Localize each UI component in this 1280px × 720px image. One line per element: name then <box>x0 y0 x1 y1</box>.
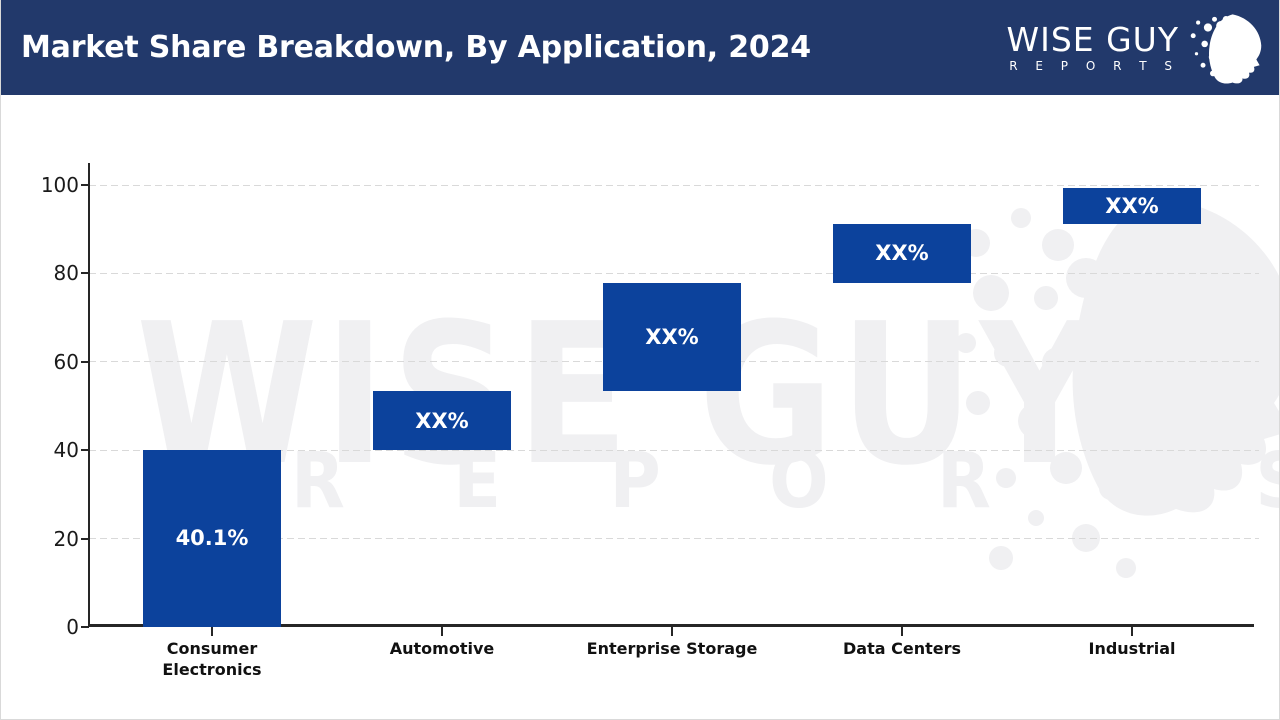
bar-label: XX% <box>875 241 929 266</box>
x-tick-label: Data Centers <box>843 639 961 658</box>
x-tick-label: Enterprise Storage <box>586 639 758 658</box>
x-tick-label: Automotive <box>389 639 495 658</box>
watermark-head-graphic <box>956 198 1279 578</box>
y-tick-label: 0 <box>66 615 79 639</box>
gridline <box>89 272 1259 274</box>
x-axis <box>88 624 1254 627</box>
y-tick-label: 40 <box>53 438 79 463</box>
y-tick-label: 100 <box>40 173 79 197</box>
y-tick <box>81 537 89 540</box>
y-axis <box>88 163 90 627</box>
y-tick-label: 80 <box>53 261 79 286</box>
y-tick-label: 60 <box>53 349 79 374</box>
gridline <box>89 184 1259 186</box>
x-tick <box>671 627 673 636</box>
bar-label: 40.1% <box>175 526 249 551</box>
bar: XX% <box>603 282 741 392</box>
y-tick-label: 20 <box>53 526 79 551</box>
bar-label: XX% <box>1105 193 1159 218</box>
x-tick-label: Consumer Electronics <box>162 639 262 680</box>
x-tick <box>441 627 443 636</box>
x-tick <box>901 627 903 636</box>
x-tick <box>1131 627 1133 636</box>
y-tick <box>81 272 89 275</box>
bar: XX% <box>833 223 971 283</box>
header: Market Share Breakdown, By Application, … <box>1 0 1279 95</box>
bar: 40.1% <box>143 449 281 627</box>
chart-title: Market Share Breakdown, By Application, … <box>21 30 811 65</box>
logo-head-icon <box>1190 13 1262 84</box>
logo-wordmark: WISE GUY R E P O R T S <box>1006 23 1179 72</box>
bar: XX% <box>1063 187 1201 224</box>
logo-wordmark-top: WISE GUY <box>1006 20 1179 59</box>
bar-label: XX% <box>415 408 469 433</box>
bar-label: XX% <box>645 325 699 350</box>
gridline <box>89 538 1259 540</box>
y-tick <box>81 449 89 452</box>
x-tick <box>211 627 213 636</box>
bar: XX% <box>373 391 511 450</box>
y-tick <box>81 360 89 363</box>
wise-guy-reports-logo: WISE GUY R E P O R T S <box>1006 4 1267 92</box>
y-tick <box>81 184 89 186</box>
x-tick-label: Industrial <box>1088 639 1176 658</box>
gridline <box>89 449 1259 451</box>
y-tick <box>81 626 89 628</box>
logo-wordmark-bottom: R E P O R T S <box>1009 59 1179 73</box>
